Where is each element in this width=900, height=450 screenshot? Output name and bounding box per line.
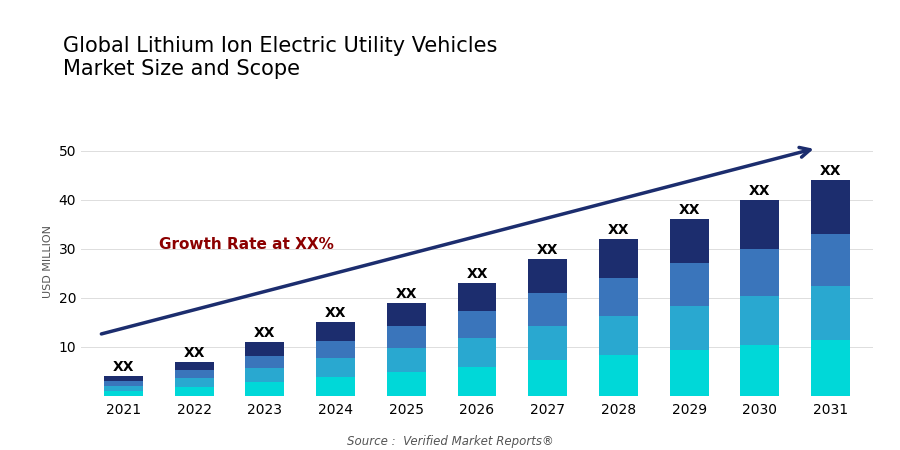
Text: XX: XX <box>820 164 842 178</box>
Bar <box>387 348 426 372</box>
Bar <box>528 360 567 396</box>
Bar <box>599 278 638 316</box>
Bar <box>457 367 497 396</box>
Bar <box>741 345 779 396</box>
Bar <box>104 386 143 391</box>
Bar <box>387 372 426 396</box>
Bar <box>387 303 426 326</box>
Bar <box>811 234 850 286</box>
Bar <box>246 356 284 369</box>
Text: Growth Rate at XX%: Growth Rate at XX% <box>158 237 334 252</box>
Bar <box>599 239 638 278</box>
Bar <box>741 249 779 296</box>
Bar <box>457 338 497 367</box>
Bar <box>316 341 355 359</box>
Text: XX: XX <box>325 306 346 320</box>
Bar <box>670 350 708 396</box>
Bar <box>246 382 284 396</box>
Bar <box>175 378 213 387</box>
Bar <box>599 316 638 355</box>
Bar <box>528 259 567 293</box>
Bar <box>175 362 213 370</box>
Bar <box>528 293 567 326</box>
Text: XX: XX <box>466 267 488 281</box>
Bar <box>316 377 355 396</box>
Bar <box>528 326 567 360</box>
Bar <box>246 342 284 356</box>
Text: XX: XX <box>608 223 629 237</box>
Bar <box>175 387 213 396</box>
Bar <box>811 286 850 340</box>
Text: Global Lithium Ion Electric Utility Vehicles
Market Size and Scope: Global Lithium Ion Electric Utility Vehi… <box>63 36 498 79</box>
Bar <box>811 340 850 396</box>
Bar <box>104 391 143 396</box>
Bar <box>457 283 497 311</box>
Text: XX: XX <box>184 346 205 360</box>
Bar <box>670 219 708 263</box>
Text: XX: XX <box>254 326 275 340</box>
Bar <box>387 326 426 348</box>
Bar <box>104 376 143 381</box>
Bar <box>741 200 779 249</box>
Y-axis label: USD MILLION: USD MILLION <box>43 225 53 297</box>
Text: XX: XX <box>537 243 559 256</box>
Bar <box>670 306 708 350</box>
Text: Source :  Verified Market Reports®: Source : Verified Market Reports® <box>346 436 554 449</box>
Bar <box>599 355 638 396</box>
Bar <box>457 311 497 338</box>
Bar <box>316 359 355 377</box>
Text: XX: XX <box>395 287 417 301</box>
Text: XX: XX <box>679 203 700 217</box>
Bar <box>316 322 355 341</box>
Bar <box>741 296 779 345</box>
Text: XX: XX <box>112 360 134 374</box>
Bar <box>811 180 850 234</box>
Bar <box>104 381 143 386</box>
Bar <box>670 263 708 306</box>
Bar <box>175 370 213 378</box>
Text: XX: XX <box>749 184 770 198</box>
Bar <box>246 369 284 382</box>
